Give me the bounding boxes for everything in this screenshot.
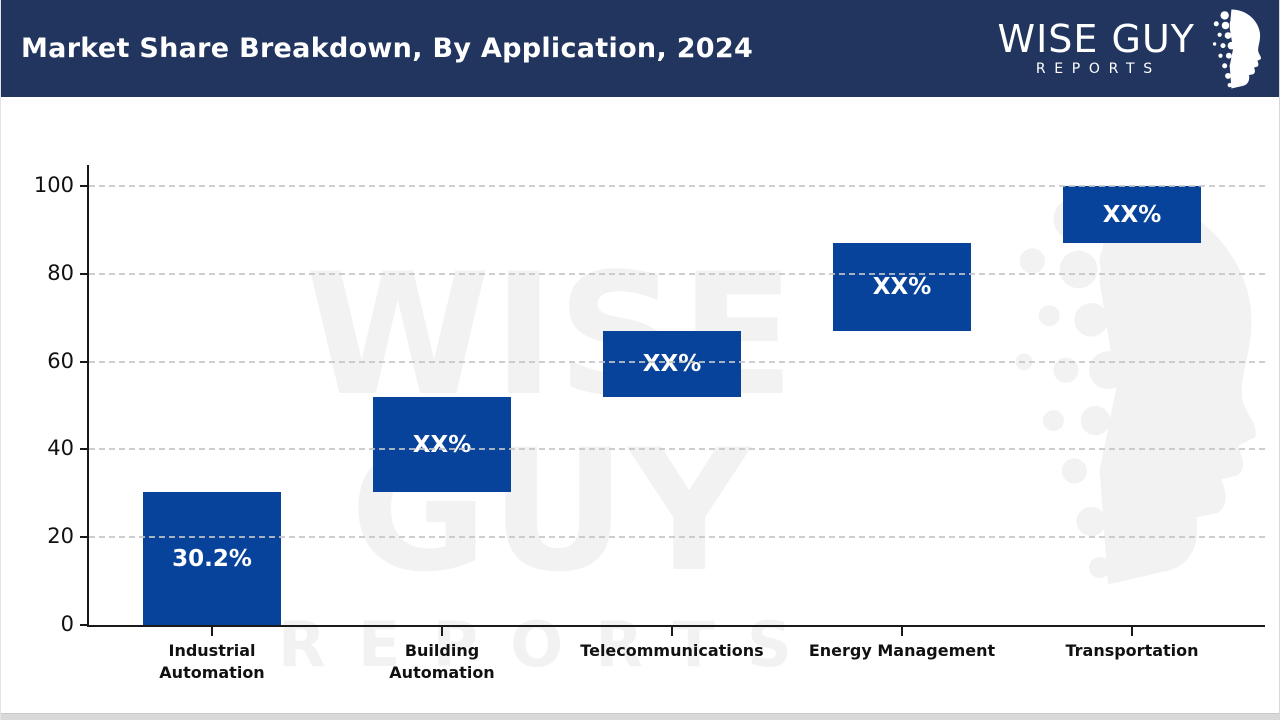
x-axis [87,625,1265,627]
wiseguy-logo-face-icon [1212,9,1261,88]
gridline-40 [89,448,1265,451]
y-tick-label-20: 20 [47,524,74,549]
y-tick-label-40: 40 [47,436,74,461]
x-category-label-line: Automation [159,662,265,682]
y-tick-100 [80,185,88,187]
y-tick-label-100: 100 [33,173,74,197]
x-category-label: Transportation [1016,640,1248,662]
bar-energy-management: XX% [833,243,971,331]
y-tick-label-60: 60 [47,348,74,373]
gridline-20 [89,536,1265,539]
x-tick [1131,627,1133,636]
y-tick-60 [80,360,88,363]
x-category-label-line: Industrial [168,641,256,660]
logo-wordmark-line2: REPORTS [1035,61,1161,77]
x-category-label-line: Automation [389,662,495,682]
x-category-label-line: Energy Management [808,641,996,660]
gridline-100 [89,185,1265,187]
y-tick-label-80: 80 [47,260,74,285]
y-tick-20 [80,536,88,539]
x-tick [901,627,903,636]
x-tick [671,627,673,636]
bar-value-label: XX% [412,431,472,458]
x-category-label: Industrial Automation [96,640,328,683]
logo-wordmark: WISE GUY REPORTS [998,20,1195,77]
bar-value-label: XX% [1102,201,1162,228]
x-category-label-line: Building [404,641,480,660]
y-axis [87,165,89,627]
x-category-label: Energy Management [786,640,1018,662]
y-tick-80 [80,272,88,275]
bar-telecommunications: XX% [603,330,741,397]
chart-area: WISE GUY REPORTS 30.2% XX% XX% XX% XX% 0 20 40 6… [1,97,1279,714]
y-tick-label-0: 0 [60,612,74,636]
y-tick-40 [80,448,88,451]
bar-value-label: 30.2% [172,545,252,572]
bar-transportation: XX% [1063,186,1201,244]
bar-value-label: XX% [872,273,932,300]
wiseguy-logo: WISE GUY REPORTS [998,7,1265,91]
gridline-60 [89,360,1265,363]
x-tick [441,627,443,636]
x-category-label: Building Automation [326,640,558,683]
bar-value-label: XX% [642,350,702,377]
chart-title: Market Share Breakdown, By Application, … [21,33,754,64]
x-tick [211,627,213,636]
x-category-label-line: Telecommunications [580,641,764,660]
bottom-strip [1,713,1279,720]
x-category-label-line: Transportation [1065,641,1199,660]
x-category-label: Telecommunications [556,640,788,662]
header: Market Share Breakdown, By Application, … [1,0,1279,97]
y-tick-0 [80,624,88,626]
logo-wordmark-line1: WISE GUY [997,17,1195,61]
bar-industrial-automation: 30.2% [143,492,281,625]
gridline-80 [89,272,1265,275]
bar-building-automation: XX% [373,396,511,493]
